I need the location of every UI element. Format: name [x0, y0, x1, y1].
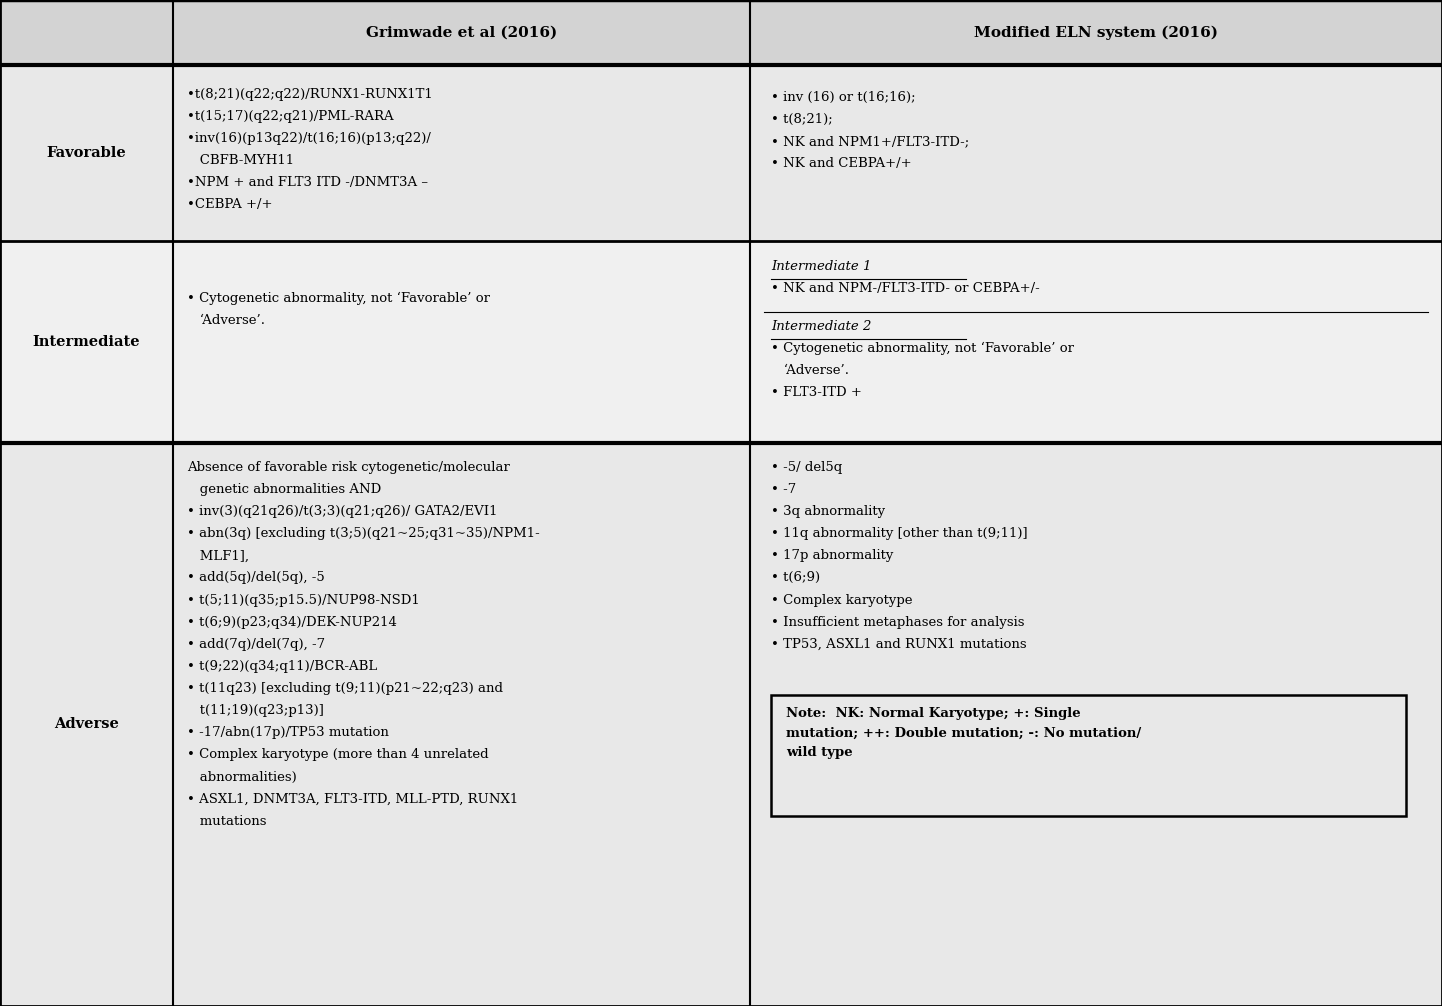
Text: • inv (16) or t(16;16);: • inv (16) or t(16;16);: [771, 91, 916, 104]
Text: • NK and CEBPA+/+: • NK and CEBPA+/+: [771, 157, 913, 170]
Text: • Insufficient metaphases for analysis: • Insufficient metaphases for analysis: [771, 616, 1025, 629]
Bar: [173, 443, 750, 1006]
Text: • TP53, ASXL1 and RUNX1 mutations: • TP53, ASXL1 and RUNX1 mutations: [771, 638, 1027, 651]
Text: Intermediate 1: Intermediate 1: [771, 260, 872, 273]
Text: Grimwade et al (2016): Grimwade et al (2016): [366, 26, 557, 39]
Text: • -17/abn(17p)/TP53 mutation: • -17/abn(17p)/TP53 mutation: [187, 726, 389, 739]
Text: • t(9;22)(q34;q11)/BCR-ABL: • t(9;22)(q34;q11)/BCR-ABL: [187, 660, 378, 673]
Bar: [750, 65, 1442, 241]
Text: CBFB-MYH11: CBFB-MYH11: [187, 154, 294, 167]
Text: • 3q abnormality: • 3q abnormality: [771, 505, 885, 518]
Text: • ASXL1, DNMT3A, FLT3-ITD, MLL-PTD, RUNX1: • ASXL1, DNMT3A, FLT3-ITD, MLL-PTD, RUNX…: [187, 793, 519, 806]
Text: ‘Adverse’.: ‘Adverse’.: [771, 364, 849, 377]
Bar: [750, 443, 1442, 1006]
Bar: [750, 0, 1442, 65]
Text: • add(7q)/del(7q), -7: • add(7q)/del(7q), -7: [187, 638, 326, 651]
Text: • inv(3)(q21q26)/t(3;3)(q21;q26)/ GATA2/EVI1: • inv(3)(q21q26)/t(3;3)(q21;q26)/ GATA2/…: [187, 505, 497, 518]
Text: • NK and NPM1+/FLT3-ITD-;: • NK and NPM1+/FLT3-ITD-;: [771, 135, 969, 148]
Text: • t(6;9)(p23;q34)/DEK-NUP214: • t(6;9)(p23;q34)/DEK-NUP214: [187, 616, 398, 629]
Bar: [173, 65, 750, 241]
Text: • NK and NPM-/FLT3-ITD- or CEBPA+/-: • NK and NPM-/FLT3-ITD- or CEBPA+/-: [771, 282, 1040, 295]
Text: Absence of favorable risk cytogenetic/molecular: Absence of favorable risk cytogenetic/mo…: [187, 461, 510, 474]
Text: t(11;19)(q23;p13)]: t(11;19)(q23;p13)]: [187, 704, 324, 717]
Text: • -7: • -7: [771, 483, 797, 496]
Text: Intermediate: Intermediate: [33, 335, 140, 349]
Text: Adverse: Adverse: [55, 717, 118, 731]
Text: •NPM + and FLT3 ITD -/DNMT3A –: •NPM + and FLT3 ITD -/DNMT3A –: [187, 176, 428, 189]
Text: • Complex karyotype: • Complex karyotype: [771, 594, 913, 607]
Bar: [0, 443, 173, 1006]
Text: abnormalities): abnormalities): [187, 771, 297, 784]
Text: Intermediate 2: Intermediate 2: [771, 320, 872, 333]
Bar: [771, 695, 1406, 816]
Text: • t(6;9): • t(6;9): [771, 571, 820, 584]
Text: • Cytogenetic abnormality, not ‘Favorable’ or: • Cytogenetic abnormality, not ‘Favorabl…: [771, 342, 1074, 355]
Text: •inv(16)(p13q22)/t(16;16)(p13;q22)/: •inv(16)(p13q22)/t(16;16)(p13;q22)/: [187, 132, 431, 145]
Text: MLF1],: MLF1],: [187, 549, 249, 562]
Text: Favorable: Favorable: [46, 147, 127, 160]
Text: Modified ELN system (2016): Modified ELN system (2016): [973, 25, 1218, 40]
Bar: [0, 0, 173, 65]
Text: • add(5q)/del(5q), -5: • add(5q)/del(5q), -5: [187, 571, 326, 584]
Text: • 17p abnormality: • 17p abnormality: [771, 549, 894, 562]
Text: ‘Adverse’.: ‘Adverse’.: [187, 314, 265, 327]
Text: Note:  NK: Normal Karyotype; +: Single
mutation; ++: Double mutation; -: No muta: Note: NK: Normal Karyotype; +: Single mu…: [786, 707, 1141, 760]
Text: • t(11q23) [excluding t(9;11)(p21~22;q23) and: • t(11q23) [excluding t(9;11)(p21~22;q23…: [187, 682, 503, 695]
Text: • t(8;21);: • t(8;21);: [771, 113, 833, 126]
Text: genetic abnormalities AND: genetic abnormalities AND: [187, 483, 382, 496]
Text: • -5/ del5q: • -5/ del5q: [771, 461, 842, 474]
Text: •CEBPA +/+: •CEBPA +/+: [187, 198, 273, 211]
Text: • abn(3q) [excluding t(3;5)(q21~25;q31~35)/NPM1-: • abn(3q) [excluding t(3;5)(q21~25;q31~3…: [187, 527, 541, 540]
Bar: [173, 241, 750, 443]
Text: • Complex karyotype (more than 4 unrelated: • Complex karyotype (more than 4 unrelat…: [187, 748, 489, 762]
Bar: [0, 241, 173, 443]
Text: •t(15;17)(q22;q21)/PML-RARA: •t(15;17)(q22;q21)/PML-RARA: [187, 110, 394, 123]
Text: •t(8;21)(q22;q22)/RUNX1-RUNX1T1: •t(8;21)(q22;q22)/RUNX1-RUNX1T1: [187, 88, 433, 101]
Bar: [750, 241, 1442, 443]
Bar: [0, 65, 173, 241]
Text: mutations: mutations: [187, 815, 267, 828]
Text: • 11q abnormality [other than t(9;11)]: • 11q abnormality [other than t(9;11)]: [771, 527, 1028, 540]
Bar: [173, 0, 750, 65]
Text: • Cytogenetic abnormality, not ‘Favorable’ or: • Cytogenetic abnormality, not ‘Favorabl…: [187, 292, 490, 305]
Text: • FLT3-ITD +: • FLT3-ITD +: [771, 386, 862, 399]
Text: • t(5;11)(q35;p15.5)/NUP98-NSD1: • t(5;11)(q35;p15.5)/NUP98-NSD1: [187, 594, 420, 607]
